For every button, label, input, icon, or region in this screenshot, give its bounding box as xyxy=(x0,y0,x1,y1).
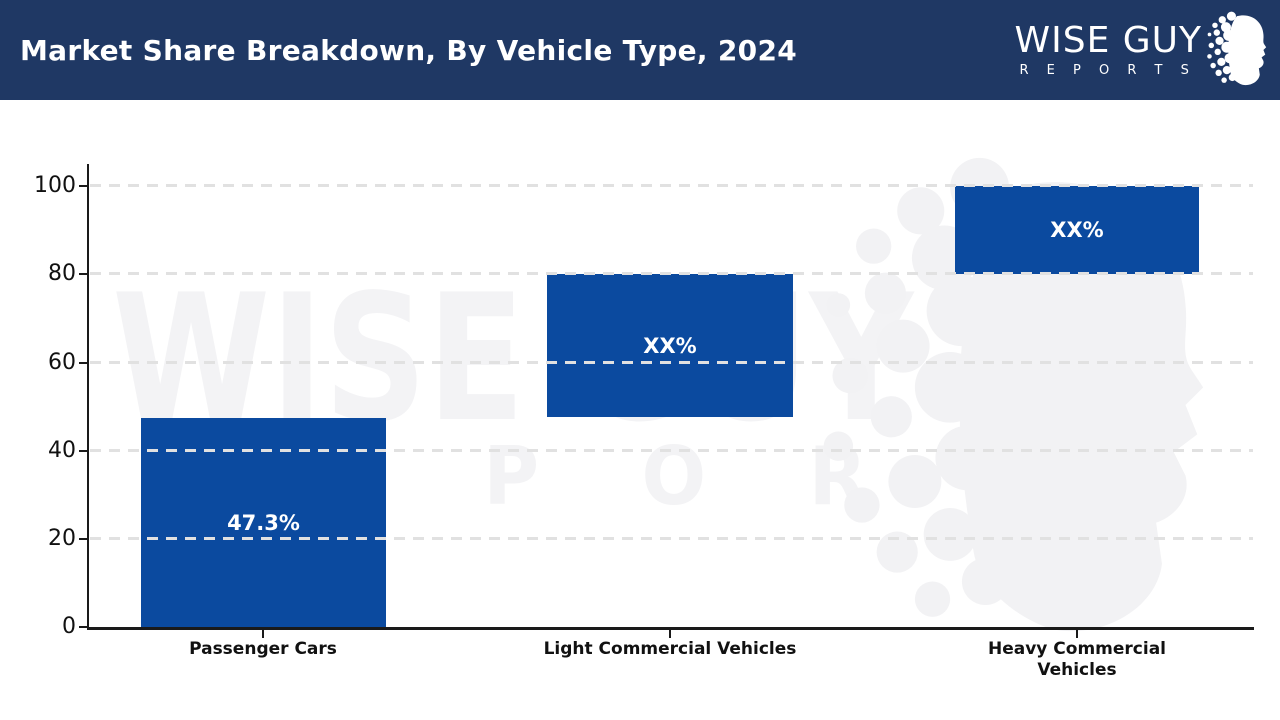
header-bar: Market Share Breakdown, By Vehicle Type,… xyxy=(0,0,1280,100)
x-category-label-light-commercial: Light Commercial Vehicles xyxy=(543,639,797,659)
bar-value-label: XX% xyxy=(1050,218,1104,242)
y-tick-label: 20 xyxy=(48,526,76,551)
x-category-label-passenger-cars: Passenger Cars xyxy=(189,639,337,659)
x-tick xyxy=(669,630,671,638)
y-tick-label: 100 xyxy=(34,173,76,198)
x-tick xyxy=(1076,630,1078,638)
y-tick xyxy=(79,450,87,452)
gridline-60 xyxy=(90,361,1253,364)
y-tick xyxy=(79,362,87,364)
y-tick xyxy=(79,273,87,275)
y-tick xyxy=(79,626,87,628)
logo-wordmark-block: WISE GUY R E P O R T S xyxy=(1014,20,1203,79)
x-category-label-heavy-commercial: Heavy Commercial Vehicles xyxy=(987,639,1166,680)
x-axis-line xyxy=(87,627,1254,630)
x-tick xyxy=(262,630,264,638)
bar-heavy-commercial-vehicles: XX% xyxy=(955,186,1199,274)
y-tick-label: 80 xyxy=(48,261,76,286)
gridline-40 xyxy=(90,449,1253,452)
bar-light-commercial-vehicles: XX% xyxy=(547,274,793,417)
bar-value-label: 47.3% xyxy=(227,510,300,535)
chart-area: WISE GUY R E P O R T S 47.3% XX% XX% xyxy=(0,100,1280,720)
y-tick xyxy=(79,538,87,540)
gridline-80 xyxy=(90,272,1253,275)
bar-passenger-cars: 47.3% xyxy=(141,418,386,627)
logo-subtitle: R E P O R T S xyxy=(1019,63,1196,78)
page-title: Market Share Breakdown, By Vehicle Type,… xyxy=(20,33,798,67)
y-tick-label: 40 xyxy=(48,438,76,463)
y-tick xyxy=(79,185,87,187)
wiseguy-logo: WISE GUY R E P O R T S xyxy=(1015,6,1269,94)
y-tick-label: 0 xyxy=(62,614,76,639)
logo-face-icon xyxy=(1207,11,1267,86)
y-axis-line xyxy=(87,164,89,629)
gridline-100 xyxy=(90,184,1253,187)
bar-value-label: XX% xyxy=(643,333,697,358)
y-tick-label: 60 xyxy=(48,350,76,375)
gridline-20 xyxy=(90,537,1253,540)
logo-wordmark: WISE GUY xyxy=(1014,20,1202,61)
